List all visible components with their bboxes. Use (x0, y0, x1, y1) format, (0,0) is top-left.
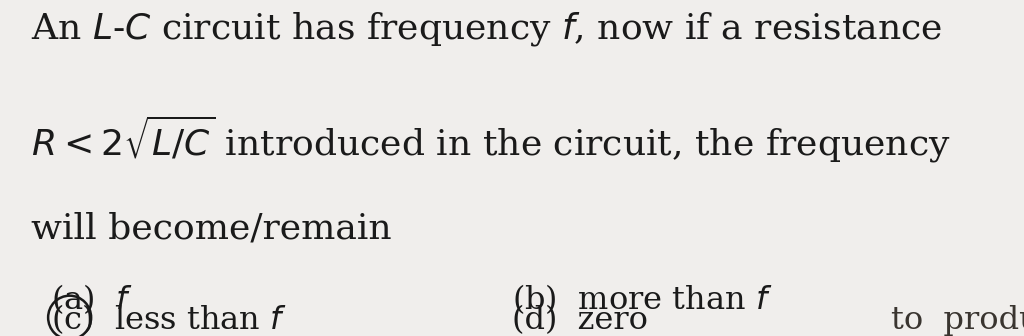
Text: will become/remain: will become/remain (31, 212, 391, 246)
Text: (a)  $f$: (a) $f$ (51, 282, 133, 316)
Text: An $L$-$C$ circuit has frequency $f$, now if a resistance: An $L$-$C$ circuit has frequency $f$, no… (31, 10, 942, 48)
Text: to  produce: to produce (891, 305, 1024, 336)
Text: $R < 2\sqrt{L/C}$ introduced in the circuit, the frequency: $R < 2\sqrt{L/C}$ introduced in the circ… (31, 114, 950, 165)
Text: (b)  more than $f$: (b) more than $f$ (512, 282, 772, 316)
Text: (d)  zero: (d) zero (512, 305, 648, 336)
Text: (c)  less than $f$: (c) less than $f$ (51, 302, 288, 336)
